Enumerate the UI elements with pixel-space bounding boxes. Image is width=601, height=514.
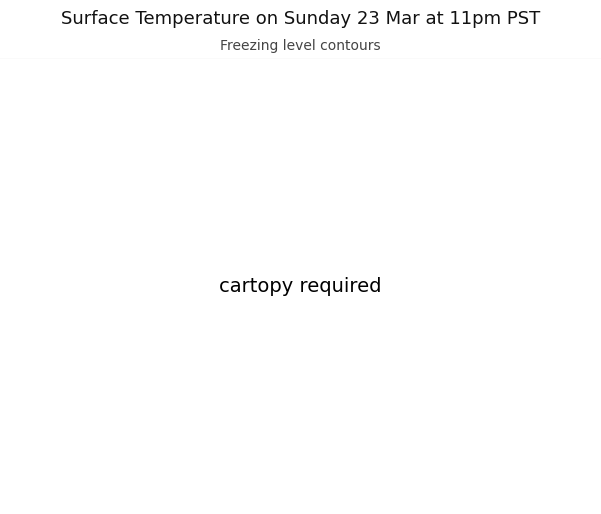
Text: Surface Temperature on Sunday 23 Mar at 11pm PST: Surface Temperature on Sunday 23 Mar at …	[61, 10, 540, 28]
Text: cartopy required: cartopy required	[219, 277, 382, 296]
Text: Freezing level contours: Freezing level contours	[220, 39, 381, 53]
